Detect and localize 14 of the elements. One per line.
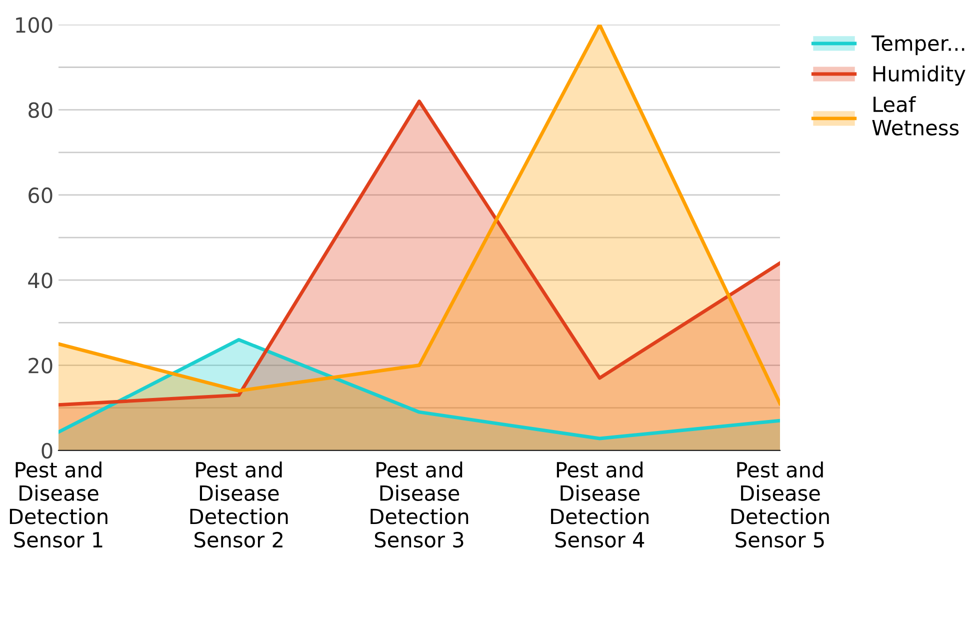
y-tick-label: 0	[42, 442, 52, 459]
x-tick-label: Pest and Disease Detection Sensor 1	[10, 462, 108, 548]
legend-label: Leaf Wetness	[872, 96, 959, 136]
legend-label: Temper...	[871, 36, 964, 56]
x-tick-label: Pest and Disease Detection Sensor 2	[190, 462, 288, 548]
y-tick-label: 80	[28, 102, 52, 118]
y-tick-label: 40	[28, 272, 52, 288]
legend-label: Humidity	[874, 65, 966, 86]
y-tick-label: 20	[28, 358, 52, 374]
y-tick-label: 60	[28, 187, 52, 204]
x-tick-label: Pest and Disease Detection Sensor 5	[731, 462, 829, 548]
x-tick-label: Pest and Disease Detection Sensor 4	[551, 462, 648, 548]
x-tick-label: Pest and Disease Detection Sensor 3	[370, 462, 468, 548]
y-tick-label: 100	[16, 17, 52, 33]
